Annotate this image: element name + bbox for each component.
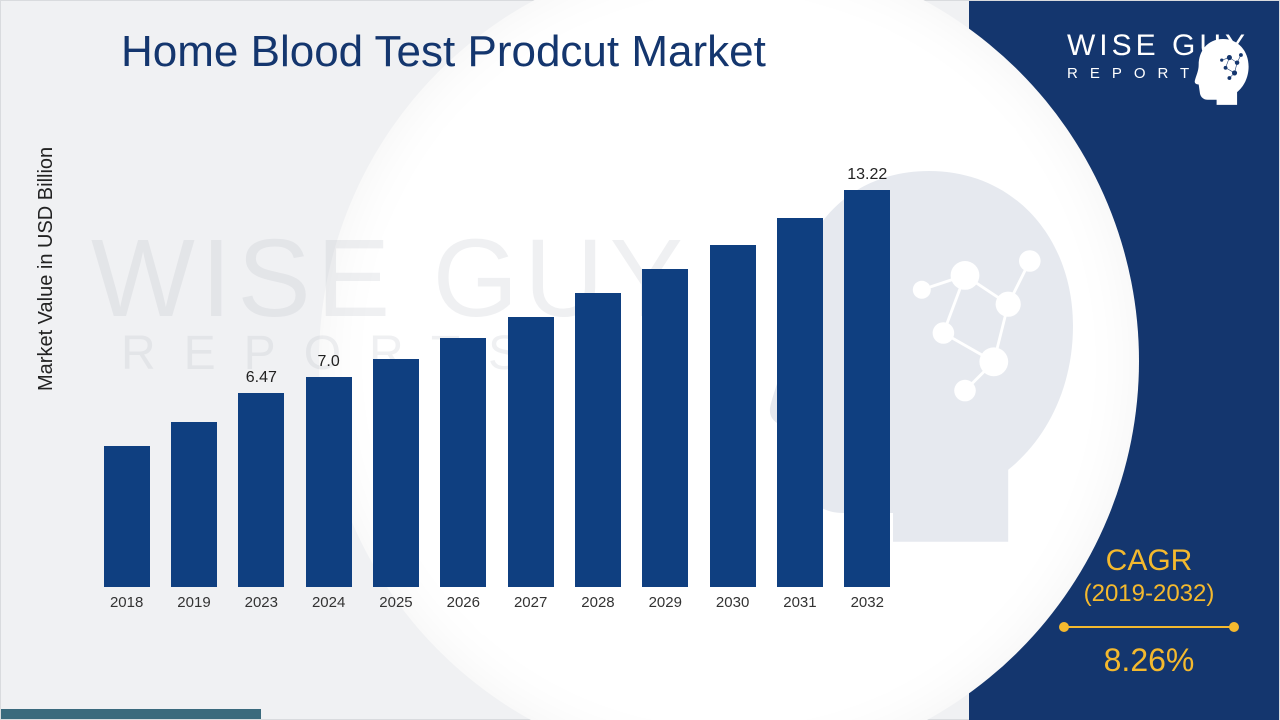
bar-value-label: 13.22 xyxy=(847,166,887,184)
bar xyxy=(575,293,621,587)
bar-wrap: 2026 xyxy=(430,167,497,587)
bar-wrap: 7.02024 xyxy=(295,167,362,587)
bar xyxy=(642,269,688,587)
x-tick-label: 2031 xyxy=(783,594,816,611)
x-tick-label: 2026 xyxy=(447,594,480,611)
bar xyxy=(171,422,217,587)
cagr-title: CAGR xyxy=(1019,544,1279,578)
brand-logo: WISE GUY REPORTS xyxy=(1067,29,1249,82)
cagr-value: 8.26% xyxy=(1019,642,1279,679)
bar-wrap: 6.472023 xyxy=(228,167,295,587)
y-axis-label: Market Value in USD Billion xyxy=(35,147,58,391)
market-chart: Market Value in USD Billion 201820196.47… xyxy=(71,161,901,621)
bar xyxy=(238,393,284,587)
bar xyxy=(104,446,150,587)
bar-wrap: 2031 xyxy=(766,167,833,587)
bar-value-label: 6.47 xyxy=(246,369,277,387)
x-tick-label: 2018 xyxy=(110,594,143,611)
x-tick-label: 2025 xyxy=(379,594,412,611)
bar xyxy=(373,359,419,587)
bar-wrap: 2025 xyxy=(362,167,429,587)
x-tick-label: 2019 xyxy=(177,594,210,611)
plot-area: 201820196.4720237.0202420252026202720282… xyxy=(93,167,901,587)
bar-wrap: 2019 xyxy=(160,167,227,587)
x-tick-label: 2032 xyxy=(851,594,884,611)
cagr-divider xyxy=(1064,626,1234,628)
cagr-range: (2019-2032) xyxy=(1019,580,1279,608)
bar xyxy=(306,377,352,587)
x-tick-label: 2023 xyxy=(245,594,278,611)
x-tick-label: 2030 xyxy=(716,594,749,611)
x-tick-label: 2024 xyxy=(312,594,345,611)
bar xyxy=(440,338,486,587)
bar-wrap: 2029 xyxy=(632,167,699,587)
bar-wrap: 2030 xyxy=(699,167,766,587)
bar xyxy=(844,190,890,587)
bar-wrap: 13.222032 xyxy=(834,167,901,587)
bar xyxy=(710,245,756,587)
bottom-accent-bar xyxy=(1,709,261,719)
x-tick-label: 2027 xyxy=(514,594,547,611)
bar-wrap: 2018 xyxy=(93,167,160,587)
cagr-panel: CAGR (2019-2032) 8.26% xyxy=(1019,544,1279,679)
bar xyxy=(508,317,554,587)
chart-title: Home Blood Test Prodcut Market xyxy=(121,27,766,77)
bar-value-label: 7.0 xyxy=(318,353,340,371)
x-tick-label: 2028 xyxy=(581,594,614,611)
bar-wrap: 2028 xyxy=(564,167,631,587)
bar-wrap: 2027 xyxy=(497,167,564,587)
page-root: WISE GUY REPORTS Home Blood Test Prodcut… xyxy=(0,0,1280,720)
logo-head-icon xyxy=(1191,35,1255,107)
x-tick-label: 2029 xyxy=(649,594,682,611)
bar xyxy=(777,218,823,587)
